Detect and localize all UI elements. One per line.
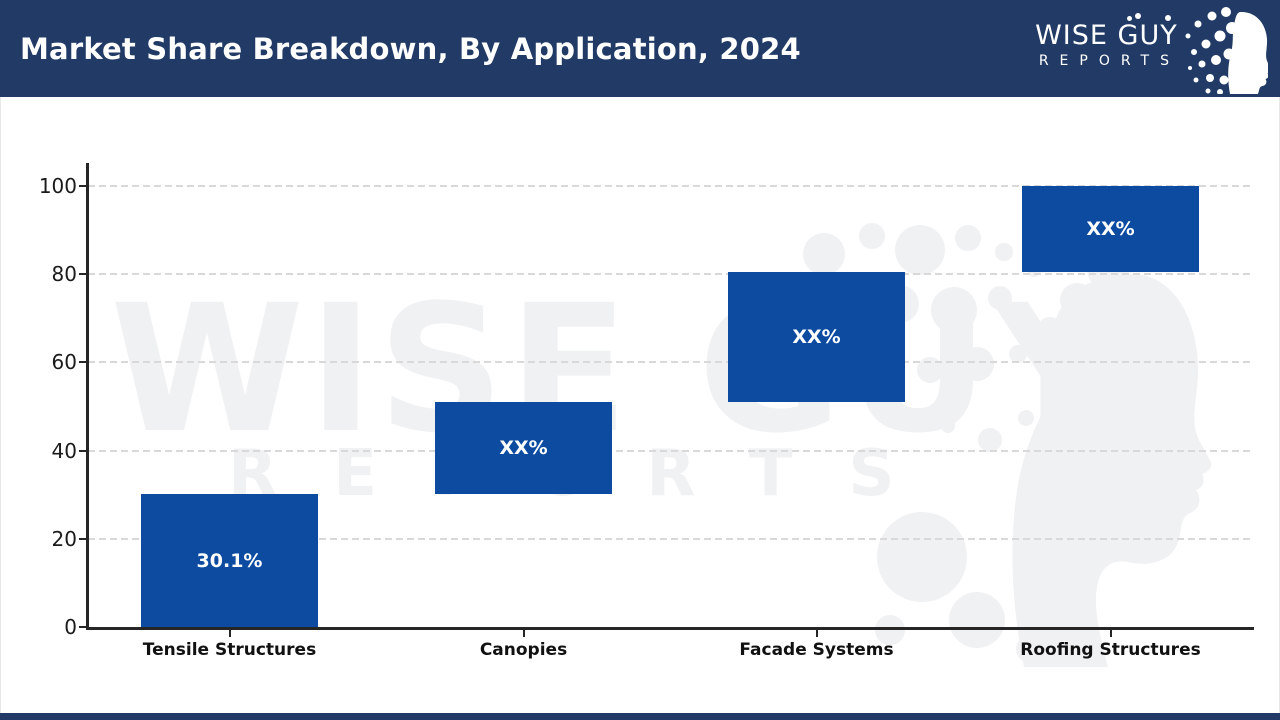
x-category-label: Roofing Structures — [1020, 640, 1201, 660]
x-tick-mark — [522, 629, 525, 637]
bar-value-label: XX% — [792, 326, 841, 349]
x-tick-mark — [228, 629, 231, 637]
bar-segment: XX% — [728, 271, 905, 403]
logo-accent-dot — [1127, 16, 1132, 21]
x-category-label: Tensile Structures — [142, 640, 317, 660]
y-axis-spine — [86, 163, 89, 630]
y-tick-mark — [79, 537, 87, 540]
bar-value-label: XX% — [499, 437, 548, 460]
wise-guy-face-icon — [1185, 7, 1268, 94]
y-tick-label: 40 — [51, 438, 77, 463]
y-tick-mark — [79, 626, 87, 628]
y-tick-mark — [79, 361, 87, 364]
gridline — [88, 537, 1254, 540]
footer-bar — [0, 713, 1280, 720]
bar-segment: XX% — [1022, 186, 1199, 272]
bar-segment: 30.1% — [141, 494, 318, 627]
x-axis-spine — [86, 627, 1254, 630]
y-tick-label: 80 — [51, 262, 77, 287]
brand-logo-text: WISE GUY REPORTS — [1033, 20, 1180, 70]
logo-accent-dot — [1135, 13, 1141, 19]
page-border-left — [0, 97, 1, 713]
brand-logo: WISE GUY REPORTS — [1012, 0, 1272, 97]
gridline — [88, 185, 1254, 187]
brand-subtitle: REPORTS — [1038, 53, 1180, 70]
y-tick-mark — [79, 185, 87, 187]
y-tick-label: 60 — [51, 350, 77, 375]
x-category-label: Facade Systems — [739, 640, 894, 660]
gridline — [88, 449, 1254, 452]
bar-value-label: XX% — [1086, 217, 1135, 240]
x-tick-mark — [815, 629, 818, 637]
x-tick-mark — [1109, 629, 1112, 637]
gridline — [88, 361, 1254, 364]
y-tick-label: 20 — [51, 526, 77, 551]
y-tick-mark — [79, 449, 87, 452]
brand-name: WISE GUY — [1035, 20, 1178, 51]
y-tick-label: 0 — [64, 615, 77, 639]
y-tick-label: 100 — [38, 174, 77, 198]
bar-segment: XX% — [435, 402, 612, 495]
gridline — [88, 273, 1254, 276]
header-bar: Market Share Breakdown, By Application, … — [0, 0, 1280, 97]
x-category-label: Canopies — [479, 640, 568, 660]
logo-accent-dot — [1165, 15, 1171, 21]
y-tick-mark — [79, 273, 87, 276]
page-title: Market Share Breakdown, By Application, … — [20, 31, 801, 66]
bar-value-label: 30.1% — [196, 549, 263, 572]
